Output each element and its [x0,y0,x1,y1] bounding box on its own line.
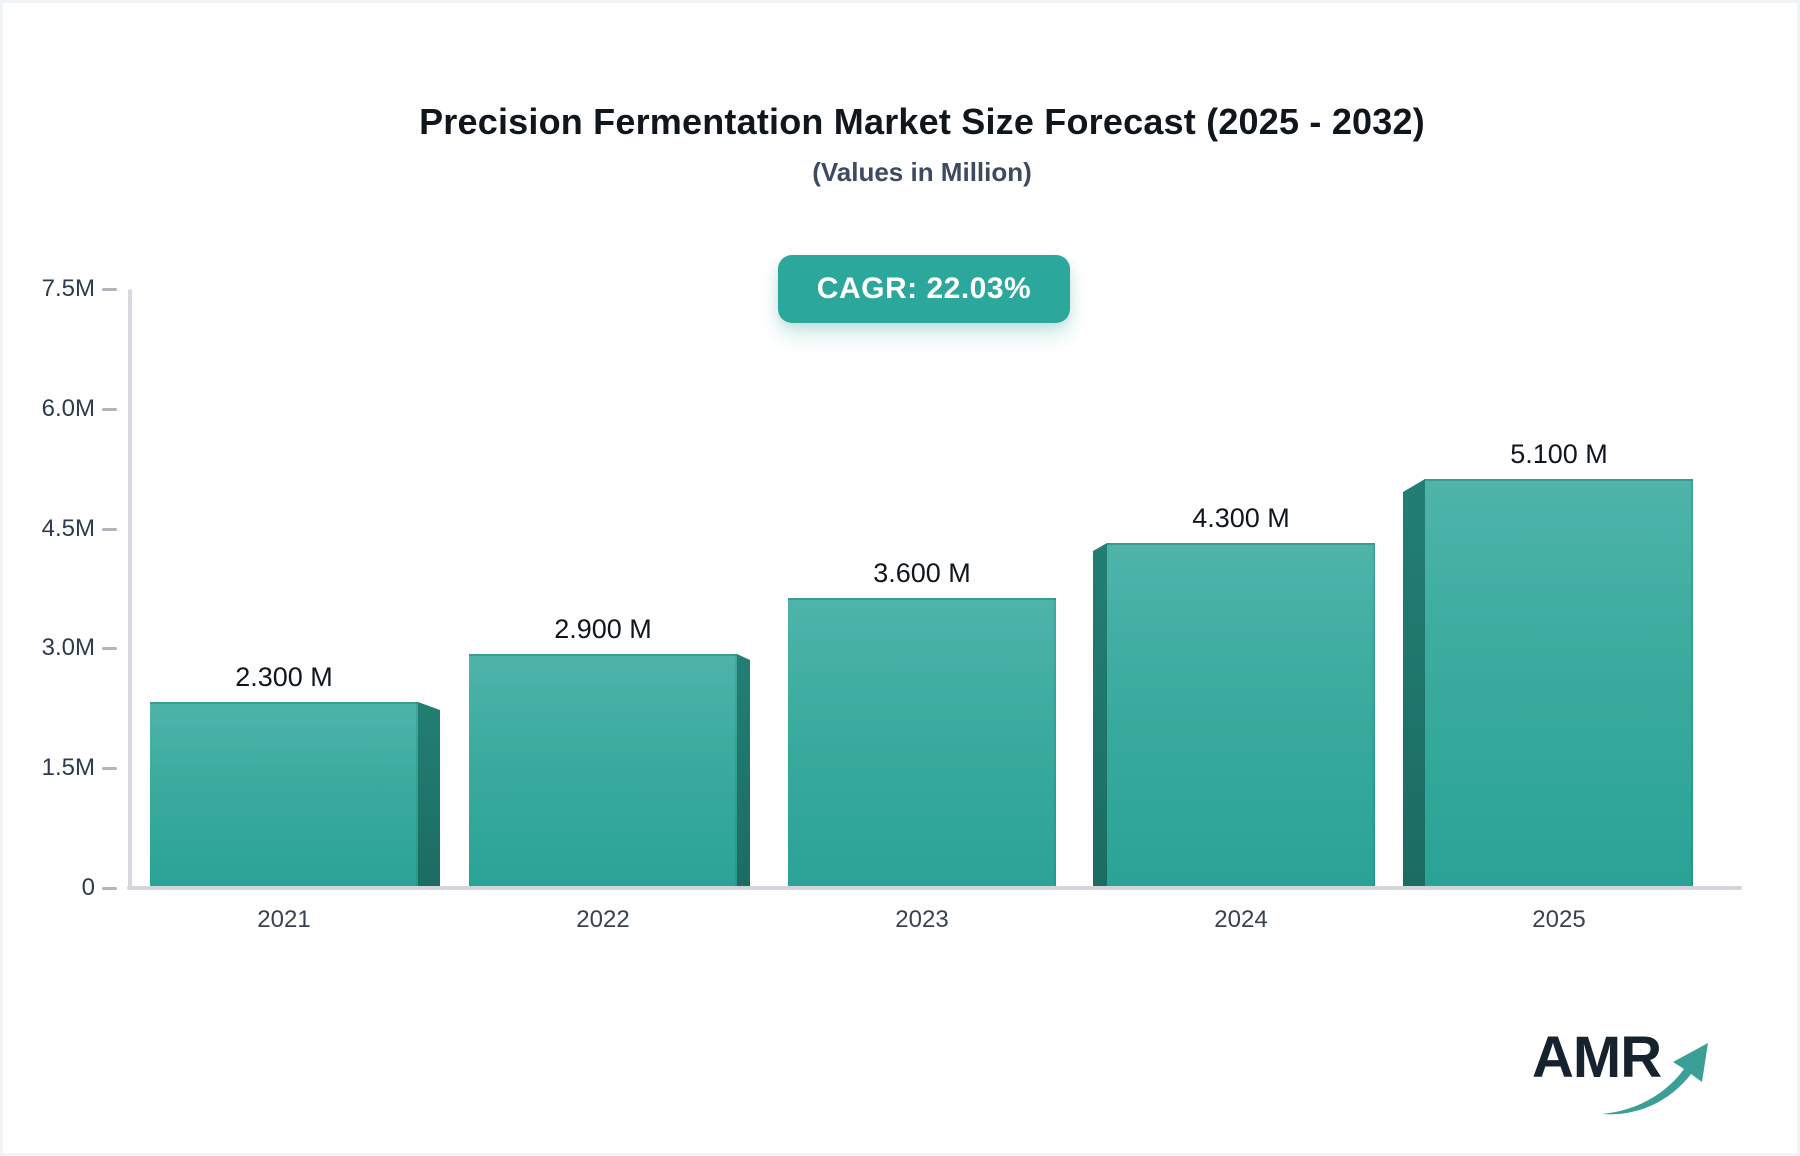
bar-2023 [788,598,1056,886]
bar-2025 [1425,479,1693,886]
bar-value-label-2023: 3.600 M [873,558,971,588]
bar-2022 [469,654,737,886]
y-tick-label-1: 1.5M [41,754,95,782]
y-tick-mark-1 [102,767,117,771]
bar-value-label-2021: 2.300 M [235,662,333,692]
x-axis-label-2022: 2022 [576,906,630,933]
amr-logo-text: AMR [1532,1025,1662,1090]
y-tick-label-3: 4.5M [41,514,95,542]
chart-title: Precision Fermentation Market Size Forec… [419,101,1425,142]
bar-3d-side-2025 [1403,479,1425,886]
bar-2021 [150,702,418,886]
bar-3d-side-2024 [1093,543,1107,886]
growth-arrow-icon [1602,1043,1708,1115]
y-axis-line [128,289,132,890]
x-axis-label-2025: 2025 [1532,906,1586,933]
y-tick-label-0: 0 [81,874,95,901]
y-tick-mark-4 [102,407,117,411]
y-tick-label-4: 6.0M [41,394,95,422]
y-tick-label-5: 7.5M [41,274,95,302]
bar-value-label-2022: 2.900 M [554,614,652,644]
y-tick-mark-2 [102,647,117,651]
y-tick-mark-0 [102,887,117,890]
x-axis-label-2021: 2021 [257,906,311,933]
y-tick-mark-5 [102,287,117,291]
cagr-badge: CAGR: 22.03% [778,255,1070,323]
x-axis-label-2024: 2024 [1214,906,1268,933]
y-tick-label-2: 3.0M [41,634,95,662]
y-tick-mark-3 [102,527,117,531]
bar-value-label-2024: 4.300 M [1192,503,1290,533]
x-axis-label-2023: 2023 [895,906,949,933]
bar-2024 [1107,543,1375,886]
bar-3d-side-2022 [737,654,750,886]
bar-3d-side-2021 [418,702,440,886]
x-axis-line [127,886,1742,890]
bar-value-label-2025: 5.100 M [1510,439,1608,469]
amr-logo: AMR [1532,1026,1732,1126]
chart-subtitle: (Values in Million) [812,157,1032,187]
